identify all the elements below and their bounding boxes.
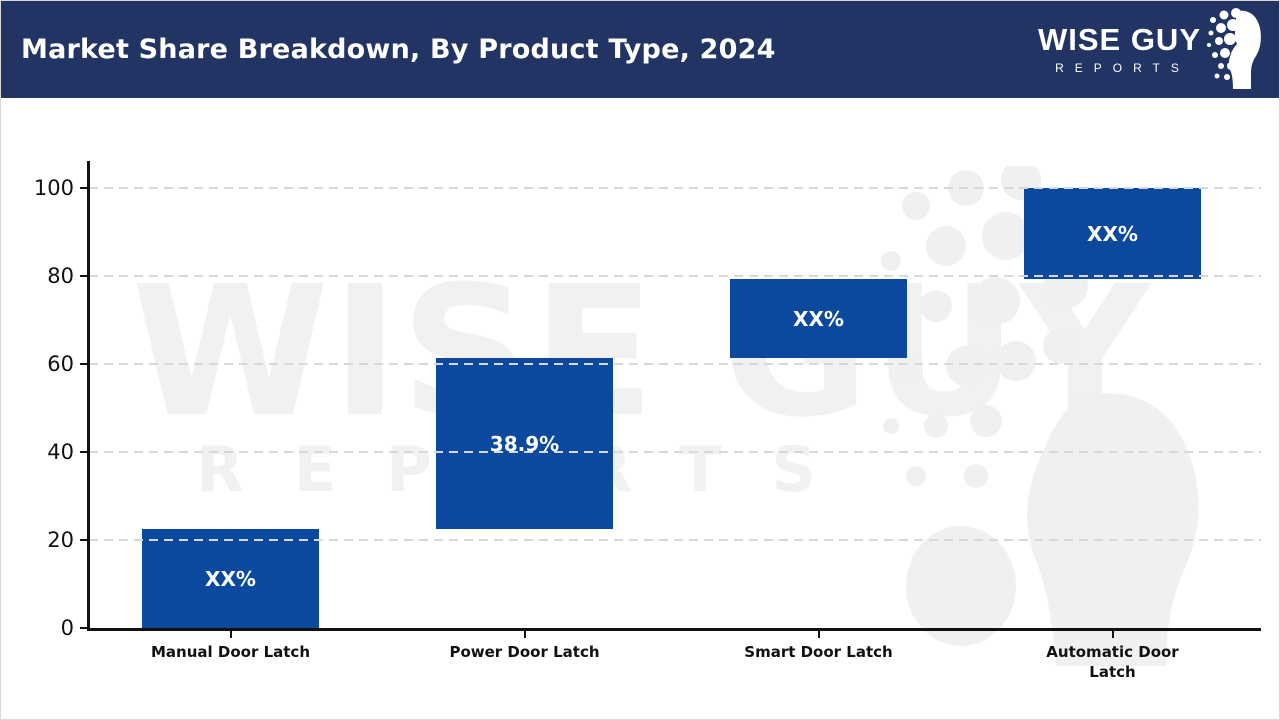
x-tick-label: Smart Door Latch <box>744 643 893 661</box>
wiseguy-logo-text: WISE GUY REPORTS <box>1038 24 1201 75</box>
page-title: Market Share Breakdown, By Product Type,… <box>21 34 776 65</box>
bar-value-label: XX% <box>793 306 844 331</box>
x-tick-label: Automatic Door Latch <box>1046 643 1179 682</box>
x-axis-tick <box>1111 630 1114 638</box>
x-tick-label: Power Door Latch <box>449 643 600 661</box>
bar-value-label: XX% <box>1087 221 1138 246</box>
y-tick-label-60: 60 <box>47 352 74 376</box>
y-axis-tick-20 <box>80 539 89 541</box>
y-axis-tick-80 <box>80 275 89 277</box>
y-tick-label-100: 100 <box>33 176 74 200</box>
x-axis-tick <box>229 630 232 638</box>
wiseguy-logo-name: WISE GUY <box>1037 22 1201 57</box>
gridline-60 <box>89 363 1261 365</box>
gridline-20 <box>89 539 1261 541</box>
bar-segment: XX% <box>730 279 907 359</box>
y-axis-tick-40 <box>80 451 89 453</box>
gridline-80 <box>89 275 1261 277</box>
y-tick-label-0: 0 <box>60 616 74 640</box>
y-axis-tick-0 <box>80 627 89 629</box>
y-tick-label-80: 80 <box>47 264 74 288</box>
y-tick-label-20: 20 <box>47 528 74 552</box>
y-tick-label-40: 40 <box>47 440 74 464</box>
wiseguy-logo-subtitle: REPORTS <box>1055 61 1190 75</box>
x-axis-line <box>87 628 1261 631</box>
gridline-40 <box>89 451 1261 453</box>
bar-segment: XX% <box>1024 188 1201 280</box>
bar-segment: 38.9% <box>436 358 613 530</box>
wiseguy-logo-head-icon <box>1203 6 1265 94</box>
wiseguy-logo: WISE GUY REPORTS <box>1038 6 1265 94</box>
x-axis-tick <box>817 630 820 638</box>
bar-value-label: XX% <box>205 566 256 591</box>
x-axis-tick <box>523 630 526 638</box>
y-axis-tick-100 <box>80 187 89 189</box>
bar-segment: XX% <box>142 529 319 628</box>
header-bar: Market Share Breakdown, By Product Type,… <box>1 1 1279 98</box>
x-tick-label: Manual Door Latch <box>151 643 310 661</box>
gridline-100 <box>89 187 1261 189</box>
y-axis-line <box>87 161 90 631</box>
y-axis-tick-60 <box>80 363 89 365</box>
